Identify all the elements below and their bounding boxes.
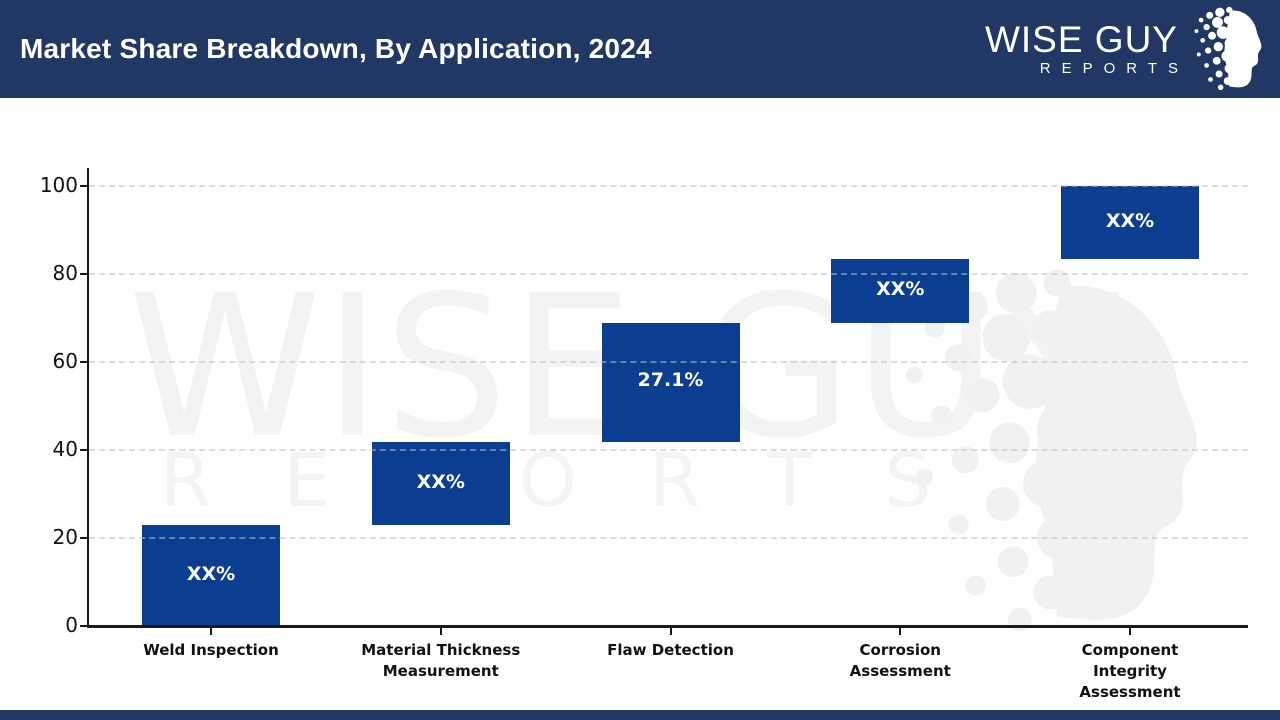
y-tick-mark [80, 361, 87, 363]
x-tick-mark [210, 628, 212, 635]
y-tick-mark [80, 185, 87, 187]
x-category-label: Component Integrity Assessment [1079, 641, 1181, 701]
gridline [89, 449, 1248, 451]
y-tick-label: 100 [39, 173, 78, 197]
logo-text: WISE GUY REPORTS [985, 21, 1178, 77]
gridline [89, 273, 1248, 275]
bar-segment [142, 525, 280, 626]
y-tick-label: 60 [52, 349, 78, 373]
y-tick-mark [80, 537, 87, 539]
logo-subtitle: REPORTS [1039, 60, 1189, 77]
gridline [89, 185, 1248, 187]
x-axis-line [87, 625, 1248, 628]
y-tick-label: 80 [52, 261, 78, 285]
chart-plot-area: WISE GUY REPORTS 0 20 40 60 80 100 XX% Weld Ins… [0, 98, 1280, 710]
bar-value-label: XX% [186, 562, 236, 585]
footer-strip [0, 710, 1280, 720]
bar-value-label: 27.1% [637, 369, 704, 392]
y-tick-mark [80, 273, 87, 275]
logo-head-icon [1194, 6, 1262, 91]
bar-value-label: XX% [876, 277, 925, 300]
watermark-subtitle: REPORTS [160, 438, 1004, 524]
x-tick-mark [669, 628, 672, 635]
wise-guy-logo: WISE GUY REPORTS [985, 6, 1266, 92]
x-category-label: Flaw Detection [607, 641, 734, 659]
y-tick-mark [80, 625, 87, 627]
bar-segment [1061, 186, 1199, 260]
bar-segment [831, 259, 970, 323]
x-category-label: Material Thickness Measurement [361, 641, 521, 680]
x-tick-mark [439, 628, 442, 635]
bar-value-label: XX% [416, 470, 465, 493]
bar-segment [371, 442, 510, 526]
bar-segment [601, 322, 740, 443]
y-tick-label: 20 [52, 525, 78, 549]
x-tick-mark [1129, 628, 1131, 635]
x-category-label: Corrosion Assessment [849, 641, 951, 680]
gridline [89, 361, 1248, 363]
logo-wordmark: WISE GUY [984, 19, 1178, 60]
page-title: Market Share Breakdown, By Application, … [20, 33, 652, 64]
header-bar: Market Share Breakdown, By Application, … [0, 0, 1280, 98]
y-tick-mark [80, 449, 87, 451]
y-tick-label: 40 [52, 437, 78, 461]
y-tick-label: 0 [65, 613, 78, 637]
x-category-label: Weld Inspection [143, 641, 279, 659]
x-tick-mark [899, 628, 902, 635]
gridline [89, 537, 1248, 539]
y-axis-line [87, 168, 89, 627]
bar-value-label: XX% [1105, 209, 1155, 232]
